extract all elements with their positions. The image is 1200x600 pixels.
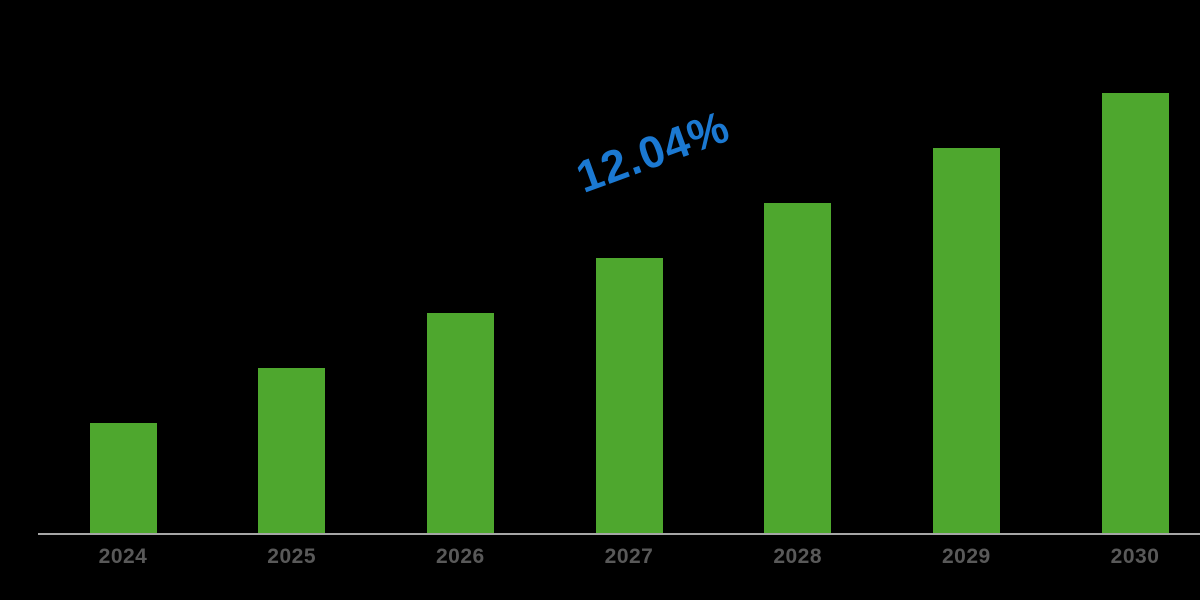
bar-2025 xyxy=(258,368,326,533)
x-tick-label-2030: 2030 xyxy=(1110,545,1160,568)
bar-2026 xyxy=(426,313,494,533)
cagr-annotation-label: 12.04% xyxy=(569,100,737,203)
x-tick-label-2028: 2028 xyxy=(773,545,823,568)
x-tick-label-2029: 2029 xyxy=(941,545,991,568)
bar-2029 xyxy=(932,148,1000,533)
x-tick-label-2025: 2025 xyxy=(267,545,317,568)
bar-2028 xyxy=(764,203,832,533)
x-tick-label-2024: 2024 xyxy=(98,545,148,568)
x-tick-label-2026: 2026 xyxy=(435,545,485,568)
x-tick-label-2027: 2027 xyxy=(604,545,654,568)
bar-2024 xyxy=(89,423,157,533)
x-axis-line xyxy=(38,533,1200,535)
bar-2030 xyxy=(1101,93,1169,533)
bar-2027 xyxy=(595,258,663,533)
